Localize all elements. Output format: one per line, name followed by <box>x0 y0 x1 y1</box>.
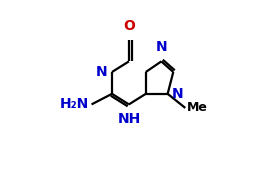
Text: O: O <box>123 18 135 33</box>
Text: NH: NH <box>117 112 141 126</box>
Text: N: N <box>96 65 108 79</box>
Text: Me: Me <box>187 101 208 114</box>
Text: H₂N: H₂N <box>60 97 90 111</box>
Text: N: N <box>155 40 167 54</box>
Text: N: N <box>172 87 184 101</box>
